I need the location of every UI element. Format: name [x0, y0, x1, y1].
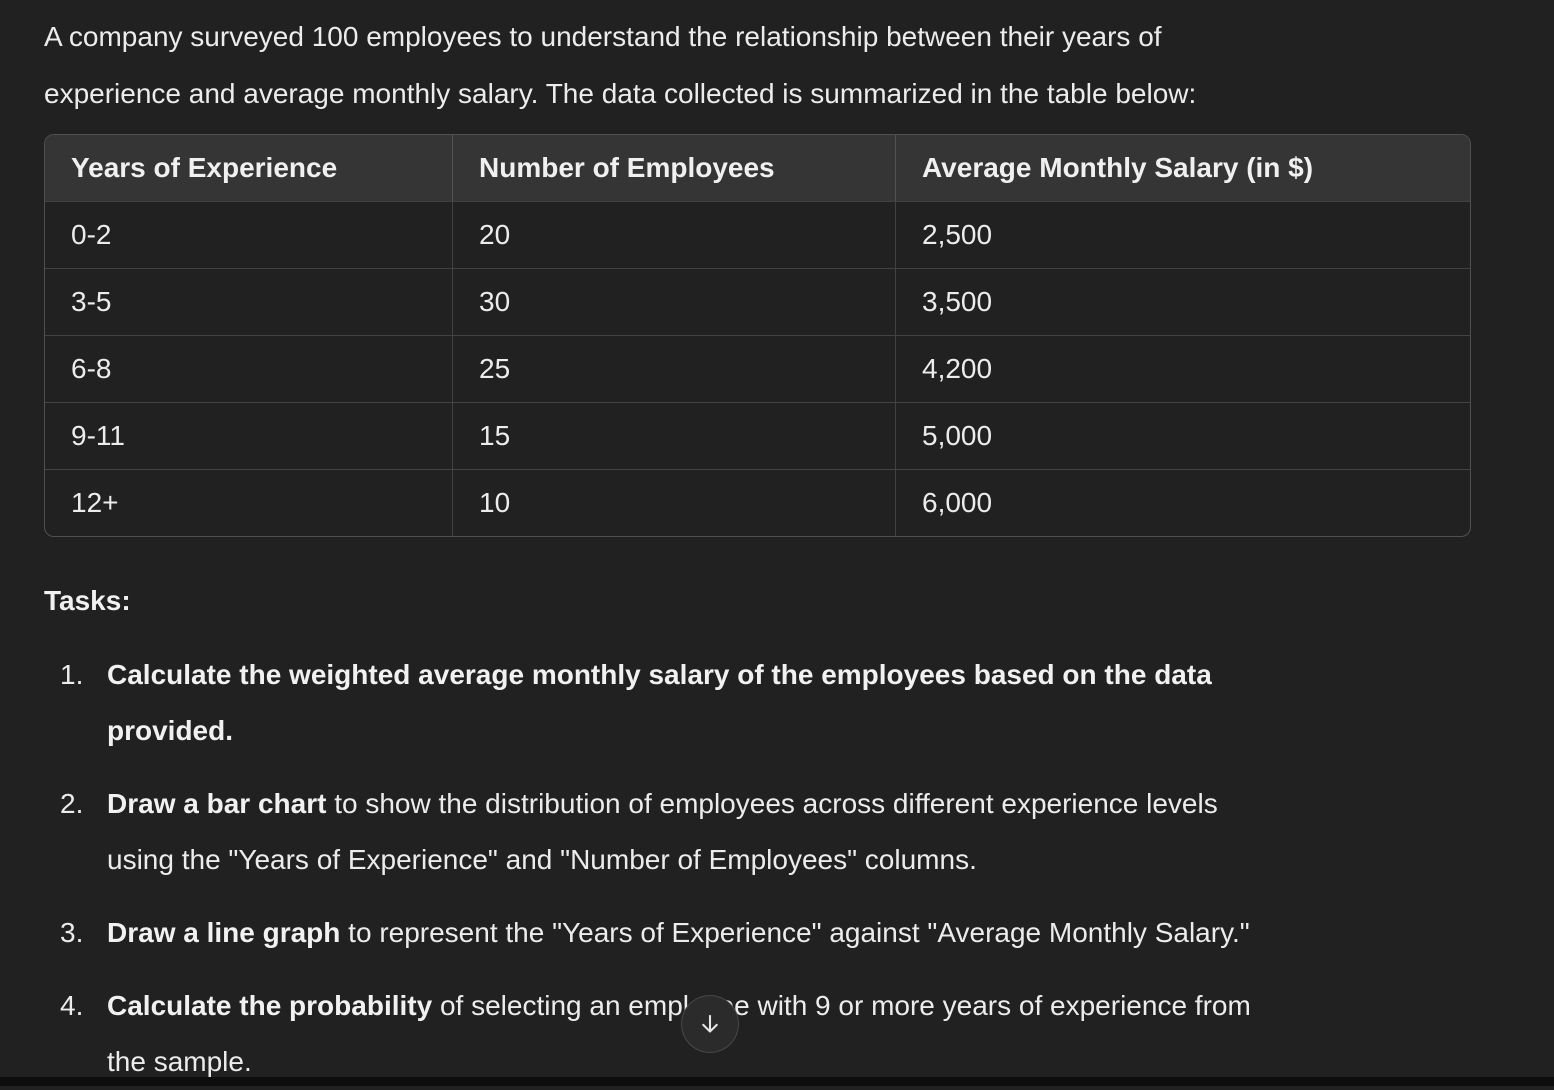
arrow-down-icon	[697, 1011, 723, 1037]
table-row: 0-2 20 2,500	[45, 201, 1470, 268]
table-cell: 30	[452, 268, 895, 335]
data-table: Years of Experience Number of Employees …	[44, 134, 1471, 537]
intro-line: experience and average monthly salary. T…	[44, 78, 1197, 109]
task-item: 4. Calculate the probability of selectin…	[44, 978, 1474, 1090]
question-intro: A company surveyed 100 employees to unde…	[44, 8, 1474, 122]
table-header-cell: Average Monthly Salary (in $)	[895, 135, 1470, 201]
table-row: 6-8 25 4,200	[45, 335, 1470, 402]
tasks-heading: Tasks:	[44, 585, 131, 616]
task-text: Draw a line graph to represent the "Year…	[107, 917, 1250, 948]
table-row: 9-11 15 5,000	[45, 402, 1470, 469]
table-cell: 10	[452, 469, 895, 536]
message-content: A company surveyed 100 employees to unde…	[44, 0, 1474, 1090]
task-item: 2. Draw a bar chart to show the distribu…	[44, 776, 1474, 888]
table-cell: 20	[452, 201, 895, 268]
table-cell: 6-8	[45, 335, 452, 402]
table-cell: 9-11	[45, 402, 452, 469]
task-text: Draw a bar chart to show the distributio…	[107, 788, 1218, 875]
table-cell: 15	[452, 402, 895, 469]
table-cell: 2,500	[895, 201, 1470, 268]
table-header-cell: Number of Employees	[452, 135, 895, 201]
task-number: 4.	[60, 990, 84, 1021]
task-number: 3.	[60, 917, 84, 948]
table-header-cell: Years of Experience	[45, 135, 452, 201]
table-cell: 5,000	[895, 402, 1470, 469]
scroll-to-bottom-button[interactable]	[681, 995, 739, 1053]
task-number: 1.	[60, 659, 84, 690]
table-cell: 25	[452, 335, 895, 402]
task-item: 3. Draw a line graph to represent the "Y…	[44, 905, 1474, 961]
tasks-list: 1. Calculate the weighted average monthl…	[44, 647, 1474, 1090]
intro-line: A company surveyed 100 employees to unde…	[44, 21, 1162, 52]
task-text: Calculate the probability of selecting a…	[107, 990, 1251, 1077]
table-cell: 3-5	[45, 268, 452, 335]
table-cell: 3,500	[895, 268, 1470, 335]
table-row: 12+ 10 6,000	[45, 469, 1470, 536]
composer-edge	[0, 1077, 1554, 1086]
task-number: 2.	[60, 788, 84, 819]
table-cell: 12+	[45, 469, 452, 536]
table-cell: 4,200	[895, 335, 1470, 402]
table-header-row: Years of Experience Number of Employees …	[45, 135, 1470, 201]
table-row: 3-5 30 3,500	[45, 268, 1470, 335]
table-cell: 6,000	[895, 469, 1470, 536]
task-item: 1. Calculate the weighted average monthl…	[44, 647, 1474, 759]
table-cell: 0-2	[45, 201, 452, 268]
task-text: Calculate the weighted average monthly s…	[107, 659, 1212, 746]
